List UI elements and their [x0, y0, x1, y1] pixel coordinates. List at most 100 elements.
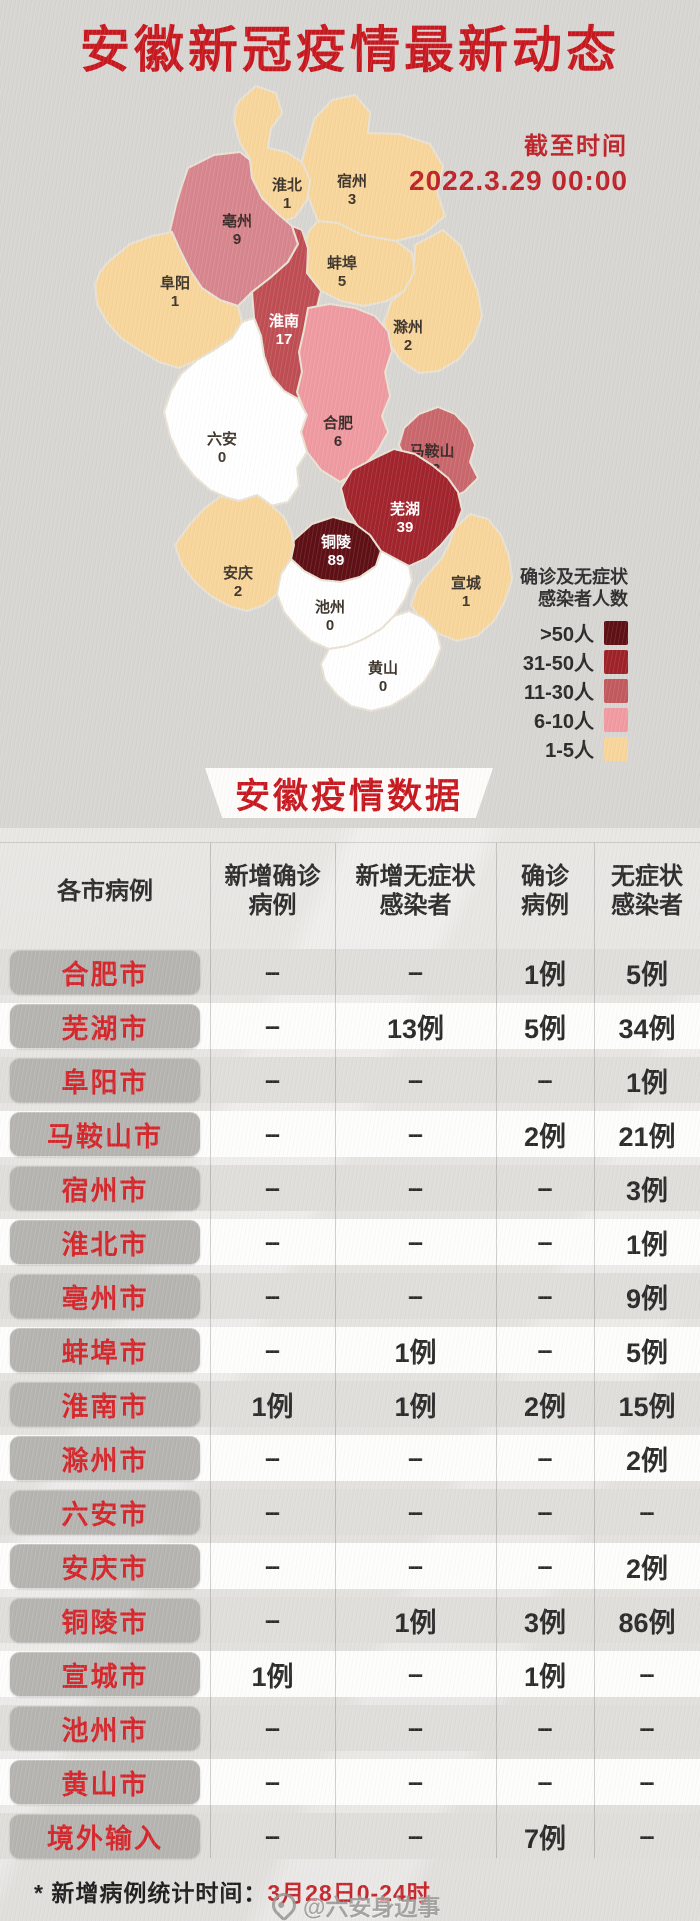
legend-item: 31-50人 — [520, 647, 628, 676]
watermark: @六安身边事 — [267, 1888, 440, 1921]
map-city-label: 合肥 — [322, 414, 353, 432]
table-header-line: 病例 — [248, 892, 297, 919]
map-city-label: 阜阳 — [160, 274, 190, 292]
legend-swatch — [604, 620, 628, 645]
table-cell: 13例 — [386, 1013, 445, 1044]
map-region-luan: 六安0 — [163, 317, 308, 507]
table-cell: 2例 — [625, 1445, 669, 1476]
city-button: 安庆市 — [10, 1544, 200, 1588]
table-cell: – — [537, 1550, 553, 1581]
column-divider — [496, 843, 497, 1858]
table-header: 各市病例 新增确诊 病例 新增无症状 感染者 确诊 病例 无症状 感染者 — [0, 843, 700, 939]
table-cell: – — [407, 1766, 424, 1797]
table-row: 淮北市 – – – 1例 — [0, 1219, 700, 1265]
map-city-label: 铜陵 — [321, 533, 352, 551]
map-city-value: 89 — [328, 552, 345, 569]
table-cell: 1例 — [523, 959, 567, 990]
timestamp-value: 2022.3.29 00:00 — [409, 165, 628, 196]
legend-swatch — [604, 649, 628, 674]
table-cell: 7例 — [523, 1823, 567, 1854]
map-city-label: 黄山 — [368, 659, 398, 677]
table-cell: – — [537, 1442, 553, 1473]
table-cell: – — [407, 1820, 424, 1851]
section-title: 安徽疫情数据 — [234, 776, 463, 816]
table-cell: 1例 — [394, 1391, 437, 1422]
weibo-icon — [267, 1888, 301, 1921]
table-cell: – — [407, 1658, 424, 1689]
map-city-label: 淮北 — [272, 176, 302, 194]
legend-title: 确诊及无症状 感染者人数 — [520, 566, 628, 610]
table-cell: – — [407, 1064, 424, 1095]
map-city-label: 芜湖 — [390, 500, 420, 518]
map-region-hefei: 合肥6 — [296, 303, 393, 483]
table-row: 池州市 – – – – — [0, 1705, 700, 1751]
map-region-chuzhou: 滁州2 — [383, 229, 483, 374]
column-divider — [335, 843, 336, 1858]
city-button: 池州市 — [10, 1706, 200, 1750]
page-title: 安徽新冠疫情最新动态 — [80, 22, 620, 78]
section-title-band: 安徽疫情数据 — [205, 768, 493, 818]
map-city-value: 0 — [379, 678, 387, 695]
city-button: 六安市 — [10, 1490, 200, 1534]
table-header-line: 确诊 — [521, 863, 569, 890]
table-cell: 34例 — [618, 1013, 676, 1044]
table-cell: – — [537, 1496, 553, 1527]
map-city-value: 9 — [233, 231, 241, 248]
table-cell: – — [407, 956, 424, 987]
table-cell: 2例 — [523, 1391, 567, 1422]
table-header-line: 新增确诊 — [224, 863, 321, 890]
table-cell: – — [639, 1820, 655, 1851]
table-cell: – — [639, 1712, 655, 1743]
table-row: 境外输入 – – 7例 – — [0, 1813, 700, 1859]
timestamp-label: 截至时间 — [524, 133, 628, 160]
table-cell: – — [639, 1766, 655, 1797]
map-city-value: 1 — [171, 293, 179, 310]
table-cell: – — [537, 1334, 553, 1365]
legend-title-line1: 确诊及无症状 — [520, 567, 628, 587]
table-header-line: 感染者 — [611, 892, 683, 919]
map-city-label: 亳州 — [222, 212, 252, 230]
city-button: 宿州市 — [10, 1166, 200, 1210]
table-row: 滁州市 – – – 2例 — [0, 1435, 700, 1481]
map-city-label: 蚌埠 — [327, 254, 357, 272]
legend-item-label: 1-5人 — [545, 740, 594, 762]
city-button: 滁州市 — [10, 1436, 200, 1480]
table-cell: 5例 — [625, 1337, 669, 1368]
table-row: 阜阳市 – – – 1例 — [0, 1057, 700, 1103]
table-cell: – — [537, 1280, 553, 1311]
table-cell: – — [537, 1766, 553, 1797]
city-button: 阜阳市 — [10, 1058, 200, 1102]
legend-item-label: 11-30人 — [523, 682, 594, 704]
map-city-label: 宿州 — [337, 172, 367, 190]
table-header-line: 各市病例 — [57, 877, 153, 905]
table-cell: – — [407, 1712, 424, 1743]
table-cell: – — [264, 1334, 281, 1365]
table-row: 芜湖市 – 13例 5例 34例 — [0, 1003, 700, 1049]
map-city-label: 淮南 — [269, 312, 299, 330]
table-cell: 9例 — [625, 1283, 669, 1314]
table-cell: 2例 — [625, 1553, 669, 1584]
map-region-shape — [383, 229, 483, 374]
table-cell: – — [407, 1496, 424, 1527]
map-city-value: 1 — [283, 195, 291, 212]
table-header-cell: 新增确诊 病例 — [210, 843, 335, 939]
map-city-label: 马鞍山 — [409, 442, 454, 460]
table-cell: – — [639, 1496, 655, 1527]
map-city-label: 六安 — [207, 430, 237, 448]
map-city-value: 5 — [338, 273, 346, 290]
city-button: 合肥市 — [10, 950, 200, 994]
legend-item-label: >50人 — [540, 624, 594, 646]
map-city-value: 39 — [397, 519, 414, 536]
map-region-shape — [320, 610, 442, 712]
map-region-shape — [410, 513, 513, 642]
table-cell: 5例 — [625, 959, 669, 990]
legend-title-line2: 感染者人数 — [538, 589, 628, 609]
table-cell: 1例 — [251, 1661, 294, 1692]
table-cell: – — [537, 1226, 553, 1257]
table-top-divider — [0, 842, 700, 843]
city-button: 淮南市 — [10, 1382, 200, 1426]
table-cell: 2例 — [523, 1121, 567, 1152]
table-cell: – — [407, 1226, 424, 1257]
